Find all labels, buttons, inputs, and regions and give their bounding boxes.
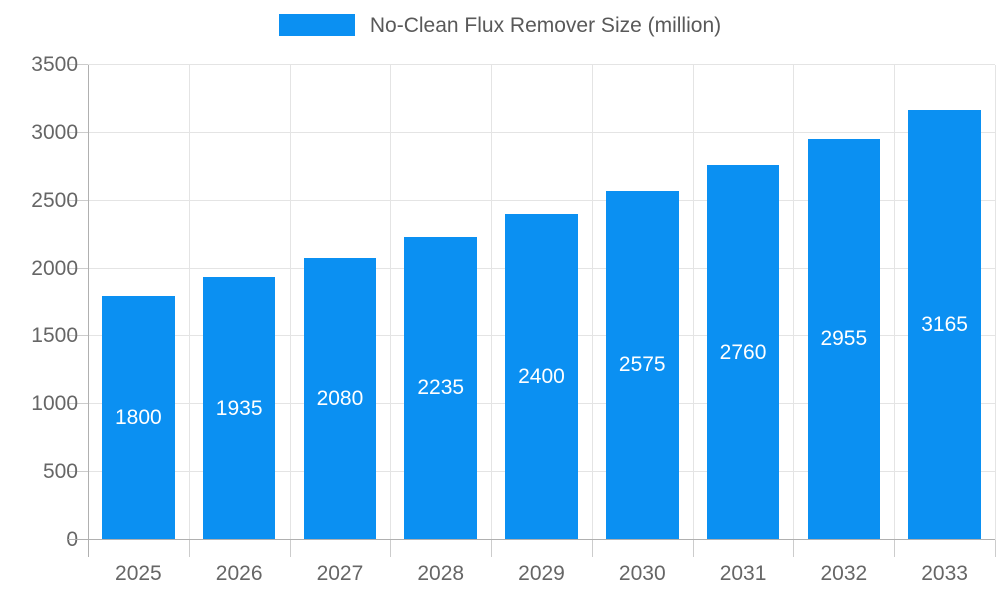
x-gridline — [289, 65, 291, 540]
x-axis-label: 2027 — [316, 562, 364, 585]
y-axis-tick — [68, 335, 88, 337]
x-axis-tick — [995, 540, 996, 557]
y-axis-label: 0 — [66, 528, 78, 552]
y-gridline — [88, 131, 995, 133]
bar-2026: 1935 — [202, 277, 276, 540]
bar-value-label: 2235 — [417, 376, 465, 400]
bar-2028: 2235 — [404, 236, 477, 540]
x-axis-label: 2026 — [215, 562, 263, 585]
x-axis-tick — [289, 540, 291, 557]
bar-value-label: 2080 — [316, 386, 364, 410]
y-axis-line — [88, 65, 89, 557]
x-axis-label: 2028 — [417, 562, 465, 585]
y-axis-tick — [68, 471, 88, 473]
x-gridline — [188, 65, 190, 540]
x-gridline — [894, 65, 896, 540]
bar-value-label: 3165 — [921, 313, 968, 337]
legend-label: No-Clean Flux Remover Size (million) — [369, 13, 722, 37]
x-axis-tick — [491, 540, 493, 557]
x-axis-label: 2033 — [921, 562, 968, 585]
x-axis-label: 2025 — [115, 562, 162, 585]
x-axis-label: 2032 — [820, 562, 868, 585]
x-gridline — [692, 65, 694, 540]
x-gridline — [491, 65, 493, 540]
x-gridline — [390, 65, 392, 540]
chart-legend: No-Clean Flux Remover Size (million) — [0, 14, 1000, 36]
x-axis-line — [68, 539, 995, 540]
x-axis-tick — [591, 540, 593, 557]
y-axis-label: 2000 — [31, 256, 78, 280]
y-axis-label: 2500 — [31, 188, 78, 212]
y-gridline — [88, 199, 995, 201]
bar-2031: 2760 — [706, 165, 780, 540]
y-axis-tick — [68, 131, 88, 133]
x-axis-label: 2031 — [719, 562, 767, 585]
y-gridline — [88, 64, 995, 65]
bar-2030: 2575 — [605, 190, 679, 540]
y-axis-tick — [68, 267, 88, 269]
y-axis-tick — [68, 403, 88, 405]
bar-value-label: 2760 — [719, 340, 767, 364]
bar-value-label: 1935 — [215, 396, 263, 420]
x-axis-tick — [793, 540, 795, 557]
x-axis-tick — [390, 540, 392, 557]
y-axis-label: 500 — [42, 460, 78, 484]
y-axis-tick — [68, 64, 88, 65]
legend-swatch — [278, 14, 355, 36]
x-gridline — [591, 65, 593, 540]
x-axis-label: 2030 — [618, 562, 666, 585]
x-axis-tick — [188, 540, 190, 557]
x-gridline — [995, 65, 996, 540]
y-axis-label: 3000 — [31, 120, 78, 144]
bar-value-label: 1800 — [115, 405, 162, 429]
y-axis-label: 3500 — [31, 53, 78, 76]
y-axis-tick — [68, 199, 88, 201]
y-axis-label: 1000 — [31, 392, 78, 416]
bar-value-label: 2955 — [820, 327, 868, 351]
bar-value-label: 2400 — [518, 365, 565, 389]
x-axis-label: 2029 — [518, 562, 565, 585]
x-axis-tick — [894, 540, 896, 557]
bar-2033: 3165 — [908, 110, 981, 540]
bar-2025: 1800 — [102, 295, 175, 540]
bar-2027: 2080 — [303, 257, 377, 540]
bar-value-label: 2575 — [618, 353, 666, 377]
x-axis-tick — [692, 540, 694, 557]
bar-2032: 2955 — [807, 138, 881, 540]
x-gridline — [793, 65, 795, 540]
bar-2029: 2400 — [505, 214, 578, 540]
plot-area: 0 500 1000 1500 2000 2500 3000 3500 2025 2026 2027… — [31, 53, 996, 585]
y-axis-label: 1500 — [31, 324, 78, 348]
